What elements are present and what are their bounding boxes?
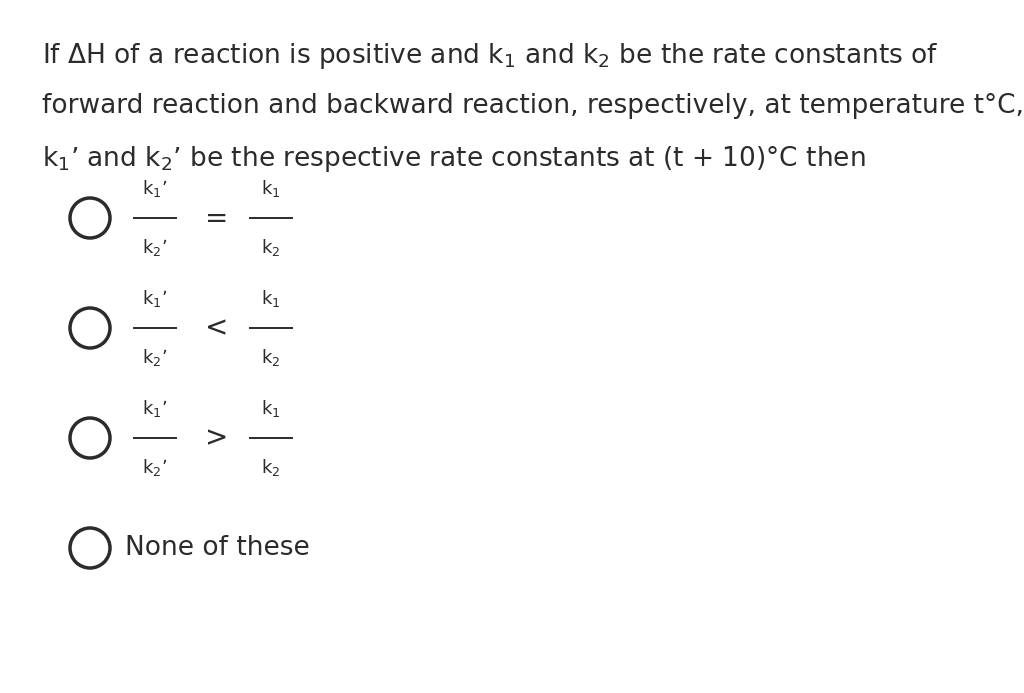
Text: k$_1$: k$_1$ [261, 398, 281, 419]
Text: k$_2$: k$_2$ [261, 347, 281, 368]
Text: k$_2$’: k$_2$’ [142, 347, 168, 368]
Text: $=$: $=$ [199, 203, 227, 231]
Text: k$_2$: k$_2$ [261, 457, 281, 478]
Text: k$_1$’: k$_1$’ [142, 398, 168, 419]
Text: k$_2$: k$_2$ [261, 237, 281, 258]
Text: None of these: None of these [125, 535, 309, 561]
Text: If $\Delta$H of a reaction is positive and k$_1$ and k$_2$ be the rate constants: If $\Delta$H of a reaction is positive a… [42, 41, 939, 71]
Text: $>$: $>$ [199, 423, 227, 451]
Text: k$_2$’: k$_2$’ [142, 457, 168, 478]
Text: k$_1$: k$_1$ [261, 177, 281, 199]
Text: forward reaction and backward reaction, respectively, at temperature t°C,: forward reaction and backward reaction, … [42, 93, 1024, 119]
Text: k$_1$’: k$_1$’ [142, 288, 168, 308]
Text: $<$: $<$ [199, 313, 227, 341]
Text: k$_1$’: k$_1$’ [142, 177, 168, 199]
Text: k$_1$: k$_1$ [261, 288, 281, 308]
Text: k$_2$’: k$_2$’ [142, 237, 168, 258]
Text: k$_1$’ and k$_2$’ be the respective rate constants at (t + 10)°C then: k$_1$’ and k$_2$’ be the respective rate… [42, 144, 865, 174]
